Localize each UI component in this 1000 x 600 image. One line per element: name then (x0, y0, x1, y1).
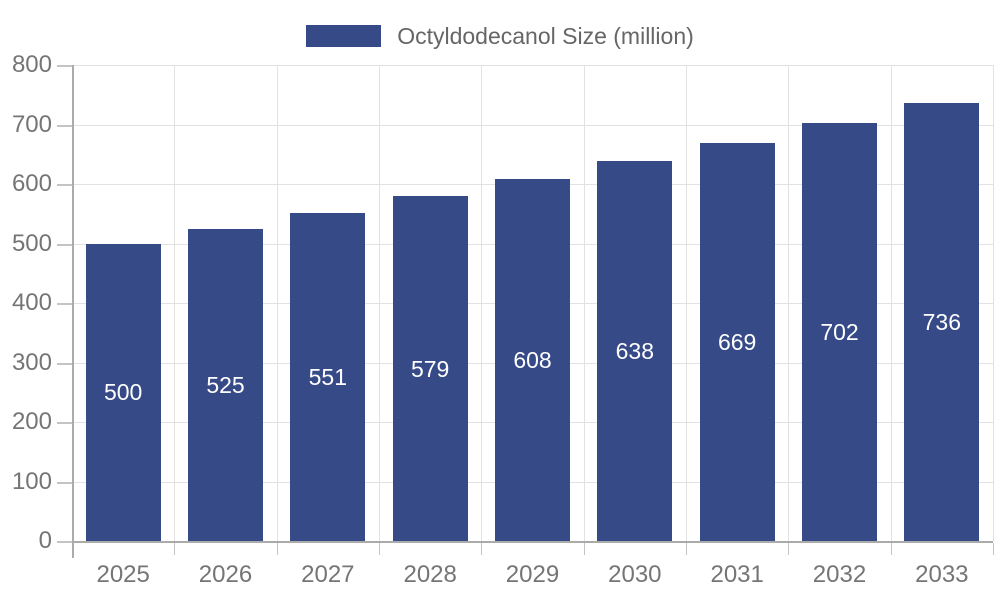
x-tick-8 (890, 543, 892, 555)
x-tick-label-2031: 2031 (710, 561, 764, 588)
y-tick-label-600: 600 (11, 170, 52, 197)
bar-value-label-2033: 736 (922, 309, 962, 336)
x-tick-label-2033: 2033 (915, 561, 969, 588)
bar-value-label-2029: 608 (513, 347, 552, 374)
gridline-x-3 (379, 65, 380, 541)
y-tick-400 (57, 303, 72, 305)
bar-value-label-2026: 525 (206, 371, 245, 398)
gridline-x-1 (174, 65, 176, 541)
gridline-x-7 (788, 65, 790, 541)
plot-area: 500 525 551 579 608 638 669 702 736 (72, 65, 994, 541)
x-tick-label-2026: 2026 (198, 561, 253, 588)
x-tick-2 (276, 543, 278, 555)
x-tick-label-2030: 2030 (608, 561, 662, 588)
gridline-y-800 (72, 65, 993, 66)
y-tick-label-500: 500 (11, 229, 52, 257)
gridline-x-9 (993, 65, 994, 541)
y-tick-800 (57, 65, 72, 67)
bar-value-label-2025: 500 (103, 379, 143, 406)
y-tick-300 (57, 362, 72, 365)
y-tick-label-700: 700 (11, 110, 52, 138)
y-tick-200 (57, 422, 72, 424)
legend-swatch (306, 25, 382, 47)
bar-2027: 551 (290, 213, 366, 541)
bar-2033: 736 (904, 103, 980, 541)
y-tick-label-400: 400 (11, 289, 52, 316)
bar-2025: 500 (85, 243, 161, 541)
gridline-x-6 (686, 65, 687, 541)
gridline-x-8 (890, 65, 892, 541)
x-tick-3 (379, 543, 380, 555)
bar-2030: 638 (597, 161, 673, 541)
bar-2032: 702 (802, 123, 877, 541)
y-tick-label-300: 300 (11, 348, 52, 376)
y-tick-label-800: 800 (11, 51, 52, 78)
y-tick-700 (57, 124, 72, 127)
bar-2029: 608 (495, 179, 570, 541)
x-tick-7 (788, 543, 790, 555)
y-tick-600 (57, 184, 72, 186)
x-tick-label-2029: 2029 (505, 561, 560, 588)
bar-2028: 579 (392, 196, 468, 541)
bar-value-label-2027: 551 (308, 364, 348, 391)
gridline-y-700 (72, 124, 993, 126)
x-axis-line (72, 541, 993, 543)
x-tick-9 (993, 543, 994, 555)
bar-2031: 669 (699, 142, 775, 541)
bar-value-label-2030: 638 (615, 338, 655, 365)
x-tick-label-2028: 2028 (403, 561, 457, 588)
x-tick-1 (174, 543, 176, 555)
y-axis-line (72, 65, 74, 558)
gridline-x-2 (276, 65, 278, 541)
legend-label: Octyldodecanol Size (million) (397, 23, 694, 49)
x-tick-5 (583, 543, 585, 555)
x-tick-4 (481, 543, 483, 555)
bar-2026: 525 (188, 228, 263, 541)
y-tick-label-0: 0 (38, 527, 52, 554)
x-tick-label-2025: 2025 (96, 561, 150, 588)
y-tick-label-100: 100 (11, 467, 52, 495)
bar-value-label-2031: 669 (717, 328, 757, 355)
gridline-x-5 (583, 65, 585, 541)
y-tick-label-200: 200 (11, 408, 52, 435)
bar-value-label-2028: 579 (410, 355, 450, 382)
y-tick-500 (57, 243, 72, 246)
x-tick-6 (686, 543, 687, 555)
x-tick-label-2032: 2032 (812, 561, 867, 588)
legend: Octyldodecanol Size (million) (0, 20, 1000, 52)
y-tick-100 (57, 481, 72, 484)
y-tick-0 (57, 541, 72, 543)
bar-value-label-2032: 702 (820, 319, 859, 346)
x-tick-label-2027: 2027 (301, 561, 355, 588)
gridline-x-4 (481, 65, 483, 541)
